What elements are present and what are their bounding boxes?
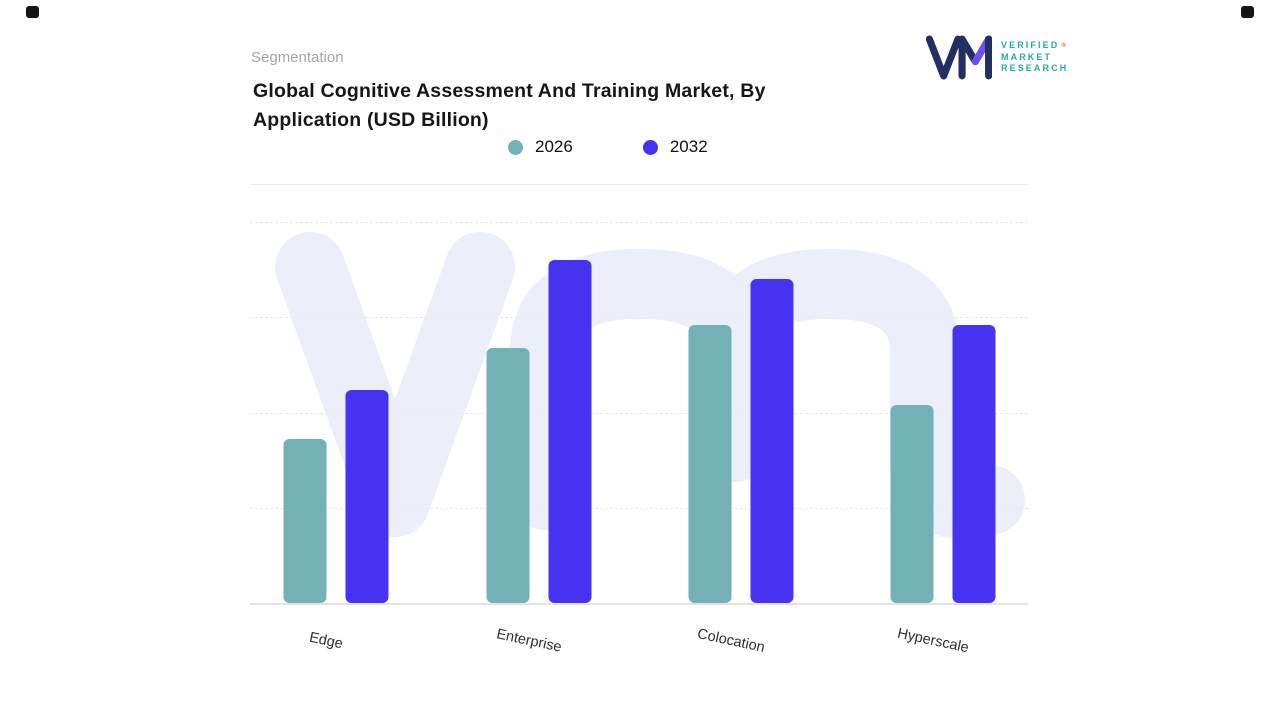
bar-2026-edge xyxy=(283,439,327,603)
registered-mark: ® xyxy=(1061,42,1067,50)
category-label-enterprise: Enterprise xyxy=(494,626,563,656)
bar-2026-enterprise xyxy=(486,347,530,603)
category-label-hyperscale: Hyperscale xyxy=(896,625,971,657)
legend-label-2032: 2032 xyxy=(669,137,708,156)
legend-label-2026: 2026 xyxy=(535,137,573,156)
vmr-logo: VERIFIED ® MARKET RESEARCH xyxy=(926,34,1068,81)
plot-grid: Edge Enterprise Colocation Hyperscale xyxy=(250,222,1028,656)
gridline xyxy=(250,412,1028,414)
legend-dot-2026 xyxy=(508,139,523,155)
bar-group-enterprise xyxy=(486,222,592,603)
bar-2032-colocation xyxy=(750,279,794,603)
legend: 2026 2032 xyxy=(508,137,708,157)
gridline xyxy=(250,507,1028,509)
plot-area: Edge Enterprise Colocation Hyperscale xyxy=(250,222,1028,656)
bar-2026-hyperscale xyxy=(890,404,934,603)
gridline xyxy=(250,222,1028,223)
corner-mark-left xyxy=(26,6,39,18)
header-divider xyxy=(250,184,1028,185)
legend-item-2026: 2026 xyxy=(508,137,573,157)
bar-group-colocation xyxy=(688,222,794,603)
bar-2026-colocation xyxy=(688,324,732,603)
category-label-edge: Edge xyxy=(308,629,345,653)
legend-dot-2032 xyxy=(642,139,658,155)
gridline xyxy=(250,317,1028,319)
segmentation-label: Segmentation xyxy=(251,49,344,66)
chart-title: Global Cognitive Assessment And Training… xyxy=(253,80,766,131)
bar-2032-edge xyxy=(345,389,389,603)
corner-mark-right xyxy=(1241,6,1254,18)
bar-group-hyperscale xyxy=(890,222,996,603)
vmr-logo-text: VERIFIED ® MARKET RESEARCH xyxy=(1001,40,1068,75)
logo-line-verified: VERIFIED ® xyxy=(1001,40,1067,51)
legend-item-2032: 2032 xyxy=(642,137,708,157)
bar-2032-enterprise xyxy=(548,260,592,603)
vmr-logo-mark xyxy=(926,35,992,80)
logo-line-research: RESEARCH xyxy=(1001,63,1069,74)
category-label-colocation: Colocation xyxy=(695,626,767,656)
bar-2032-hyperscale xyxy=(952,324,996,603)
bar-group-edge xyxy=(283,222,389,603)
logo-line-market: MARKET xyxy=(1001,51,1053,62)
